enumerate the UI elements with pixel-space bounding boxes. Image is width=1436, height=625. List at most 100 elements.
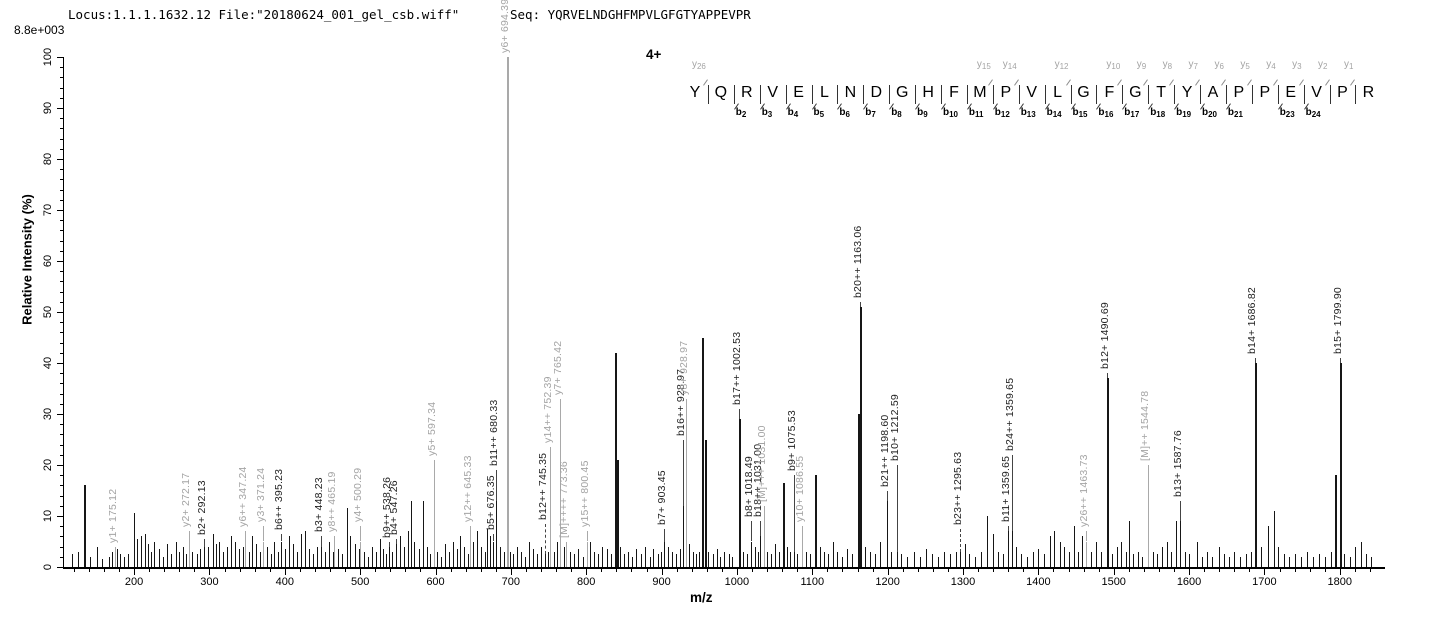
peak	[274, 541, 276, 567]
peak-label-pointer	[1086, 531, 1088, 542]
peak	[1284, 554, 1285, 567]
peak	[489, 536, 491, 567]
peak	[1212, 556, 1214, 567]
peak	[632, 556, 634, 567]
peak	[1278, 546, 1279, 567]
x-tick-label: 300	[200, 576, 219, 588]
peak	[832, 541, 834, 567]
peak	[702, 337, 705, 567]
x-tick	[345, 568, 347, 572]
peak	[857, 414, 860, 567]
peak-label-pointer	[321, 536, 323, 547]
fragment-divider	[889, 85, 891, 104]
peak-label-pointer	[1147, 465, 1149, 542]
peak	[688, 544, 690, 567]
peak	[410, 500, 412, 567]
x-tick	[1264, 568, 1266, 575]
x-tick	[541, 568, 542, 572]
peak	[746, 554, 748, 567]
peak	[1295, 554, 1297, 567]
peak	[755, 546, 756, 567]
peak	[806, 551, 808, 567]
residue-11: F	[949, 84, 959, 101]
b-ion-label-b15: b15	[1072, 107, 1088, 119]
peak	[403, 546, 405, 567]
peak	[901, 554, 903, 567]
b-ion-label-b18: b18	[1150, 107, 1166, 119]
peak	[112, 551, 114, 567]
y-ion-label-y4: y4	[1266, 59, 1276, 71]
y-ion-label-y12: y12	[1054, 59, 1069, 71]
fragment-divider	[1070, 85, 1072, 104]
peak	[920, 556, 922, 567]
x-tick-label: 1500	[1101, 576, 1126, 588]
fragment-divider	[733, 85, 735, 104]
x-tick	[103, 568, 105, 572]
y-tick-label: 20	[42, 458, 54, 472]
peak	[620, 546, 622, 567]
y-tick-label: 50	[42, 305, 54, 319]
y-ion-label-y9: y9	[1136, 59, 1147, 71]
peak-y5+	[433, 556, 435, 567]
peak-label-b6++: b6++ 395.23	[273, 468, 286, 530]
y-tick	[56, 363, 63, 364]
peak-label-y7+: y7+ 765.42	[552, 340, 565, 395]
peak	[819, 546, 821, 567]
x-tick	[842, 568, 844, 572]
peak-y12++	[469, 551, 471, 567]
peak-label-b12++: b12++ 745.35	[537, 452, 550, 520]
residue-13: P	[1000, 84, 1012, 101]
x-tick	[1068, 568, 1070, 572]
base-peak-intensity-label: 8.8e+003	[14, 23, 65, 37]
y-tick	[59, 342, 63, 344]
peak	[675, 554, 677, 567]
peak-b8+	[750, 541, 752, 567]
x-tick	[1324, 568, 1326, 572]
residue-12: M	[973, 84, 987, 101]
peak	[1189, 554, 1191, 567]
peak	[724, 551, 726, 567]
x-tick	[1098, 568, 1100, 572]
peak-label-pointer	[245, 531, 246, 547]
x-tick	[887, 568, 889, 575]
peak-y6++	[245, 546, 246, 567]
peak	[1360, 541, 1362, 567]
fragment-divider	[811, 85, 813, 104]
x-tick	[164, 568, 166, 572]
peak-label-pointer	[686, 398, 688, 506]
peak	[1318, 554, 1320, 567]
peak	[259, 551, 261, 567]
peak-label-pointer	[1012, 454, 1013, 532]
x-axis-title: m/z	[690, 590, 713, 605]
peak	[452, 541, 454, 567]
peak-b23++	[959, 551, 961, 567]
x-tick	[1339, 568, 1341, 575]
y-tick-label: 0	[42, 563, 54, 571]
peak	[770, 554, 772, 567]
peak	[536, 554, 538, 567]
x-tick	[435, 568, 437, 575]
b-ion-label-b10: b10	[943, 107, 959, 119]
peak	[926, 549, 928, 567]
peak	[660, 551, 662, 567]
peak	[865, 546, 866, 567]
peak-y14++	[550, 533, 552, 567]
peak	[590, 541, 591, 567]
y-tick	[59, 424, 63, 426]
fragment-divider	[915, 85, 917, 104]
peak-y26++	[1086, 541, 1088, 567]
peak	[1354, 546, 1356, 567]
y-tick	[59, 301, 63, 303]
y-tick	[59, 87, 63, 89]
peak-label-pointer	[859, 301, 861, 307]
peak	[556, 541, 558, 567]
peak	[128, 554, 130, 567]
peak-y7+	[560, 531, 562, 567]
x-tick	[616, 568, 618, 572]
peak	[200, 549, 202, 567]
y-ion-label-y1: y1	[1343, 59, 1354, 71]
peak	[720, 556, 722, 567]
b-ion-label-b12: b12	[994, 107, 1010, 119]
peak-label-pointer	[764, 505, 766, 537]
